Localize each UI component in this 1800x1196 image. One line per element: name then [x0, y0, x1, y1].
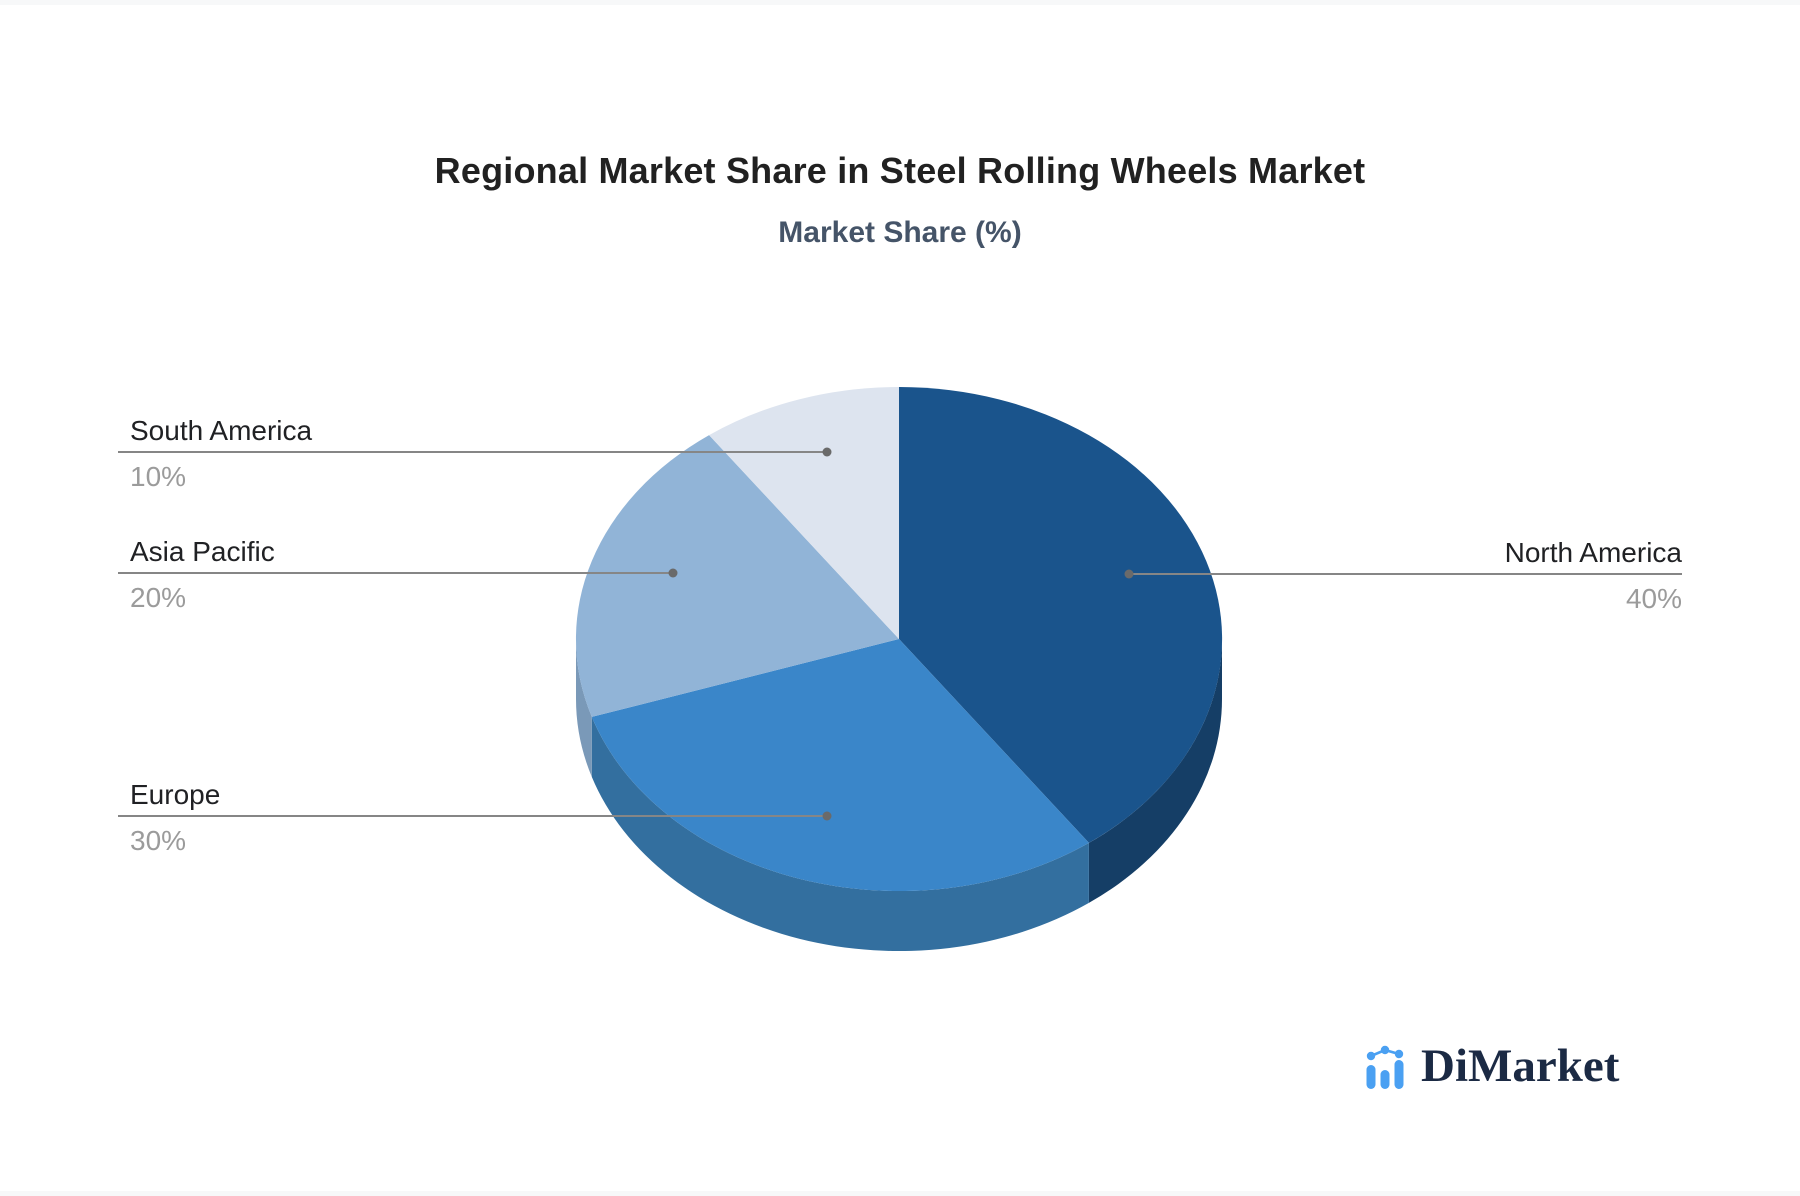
pie-slice-europe[interactable] [591, 639, 1089, 892]
brand-logo-icon [1366, 1045, 1404, 1089]
pie-rim-europe [591, 716, 1089, 952]
label-asia-pacific: Asia Pacific [130, 536, 275, 567]
value-asia-pacific: 20% [130, 582, 187, 613]
canvas-edge-top [0, 0, 1800, 5]
pie-rim-asia-pacific [575, 639, 592, 777]
leader-dot-south-america [822, 447, 832, 457]
pie-slice-south-america[interactable] [709, 386, 899, 639]
pie-rim-north-america [1088, 639, 1222, 903]
label-south-america: South America [130, 415, 313, 446]
leader-dot-north-america [1124, 569, 1134, 579]
label-north-america: North America [1504, 537, 1682, 568]
pie-slice-asia-pacific[interactable] [575, 435, 899, 717]
chart-subtitle: Market Share (%) [778, 216, 1022, 249]
leader-dot-europe [822, 811, 832, 821]
value-north-america: 40% [1625, 583, 1682, 614]
canvas-edge-bottom [0, 1191, 1800, 1196]
logo-bar-icon [1394, 1060, 1404, 1089]
logo-bar-icon [1366, 1065, 1376, 1089]
logo-dot-icon [1394, 1049, 1404, 1059]
logo-dot-icon [1366, 1051, 1376, 1061]
pie-slice-north-america[interactable] [899, 387, 1223, 843]
logo-bar-icon [1380, 1070, 1390, 1089]
logo-dot-icon [1380, 1045, 1390, 1055]
value-south-america: 10% [130, 461, 187, 492]
leader-dot-asia-pacific [668, 568, 678, 578]
brand-logo: DiMarket [1364, 1040, 1619, 1092]
value-europe: 30% [130, 825, 187, 856]
chart-title: Regional Market Share in Steel Rolling W… [434, 150, 1366, 191]
brand-logo-text: DiMarket [1421, 1040, 1620, 1092]
label-europe: Europe [130, 779, 221, 810]
